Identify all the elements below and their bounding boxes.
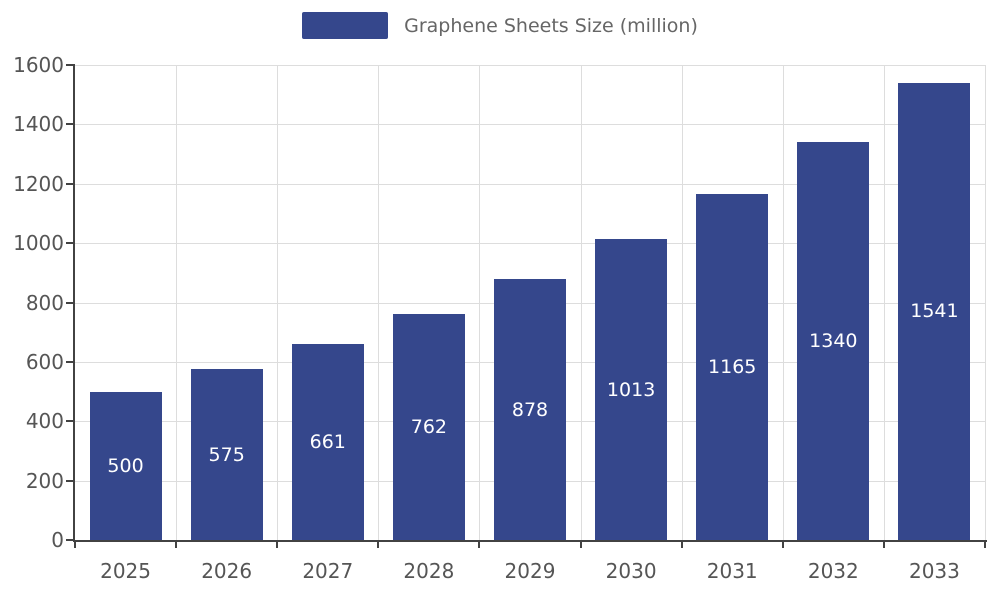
y-tick-label: 1000 [13,231,64,256]
y-tick-mark [66,123,73,126]
gridline-vertical [580,65,582,540]
gridline-vertical [782,65,784,540]
x-tick-mark [175,542,178,548]
gridline-vertical [985,65,986,540]
x-axis-line [73,540,987,542]
bar[interactable]: 1340 [797,142,870,540]
x-tick-label: 2030 [605,559,657,583]
bar-value-label: 1165 [708,356,757,379]
bar[interactable]: 762 [392,313,465,540]
gridline-vertical [277,65,279,540]
y-tick-label: 800 [25,290,64,315]
x-tick-mark [882,542,885,548]
y-tick-mark [66,539,73,541]
bar-value-label: 661 [309,430,346,453]
x-tick-label: 2026 [201,559,253,583]
x-tick-mark [276,542,279,548]
x-tick-mark [377,542,380,548]
y-tick-mark [66,479,73,482]
x-tick-mark [478,542,481,548]
y-tick-mark [66,64,73,66]
y-tick-label: 0 [51,528,64,552]
y-tick-mark [66,301,73,304]
bar-value-label: 500 [107,454,144,477]
y-tick-label: 1600 [13,53,64,77]
x-tick-label: 2029 [504,559,556,583]
gridline-vertical [176,65,178,540]
bar-value-label: 575 [208,443,245,466]
gridline-horizontal [75,243,985,245]
bar[interactable]: 661 [291,343,364,540]
y-axis-line [73,64,75,542]
x-tick-mark [579,542,582,548]
y-tick-mark [66,360,73,363]
gridline-horizontal [75,183,985,185]
x-tick-label: 2027 [302,559,354,583]
bar-value-label: 762 [410,415,448,438]
gridline-vertical [479,65,481,540]
y-tick-label: 1200 [13,171,64,196]
bar-value-label: 1541 [910,300,959,323]
bar[interactable]: 1165 [696,194,769,540]
bar[interactable]: 1013 [595,239,668,540]
y-tick-label: 1400 [13,112,64,137]
y-tick-mark [66,242,73,245]
gridline-vertical [378,65,380,540]
x-tick-label: 2031 [706,559,758,583]
y-tick-label: 600 [25,349,64,374]
bar[interactable]: 1541 [898,82,971,540]
y-tick-label: 200 [25,468,64,493]
legend-label: Graphene Sheets Size (million) [404,14,698,37]
gridline-vertical [883,65,885,540]
x-tick-label: 2032 [807,559,859,583]
y-tick-mark [66,420,73,423]
y-tick-mark [66,182,73,185]
gridline-horizontal [75,124,985,126]
plot-area: 500 575 661 762 878 1013 1165 1340 1541 [75,65,986,540]
legend-swatch [302,12,389,39]
bar[interactable]: 878 [494,279,566,540]
bar[interactable]: 500 [89,391,162,540]
gridline-horizontal [75,65,985,66]
x-tick-mark [781,542,784,548]
x-tick-mark [984,542,986,548]
bar-value-label: 1013 [606,378,656,401]
x-tick-mark [680,542,683,548]
gridline-vertical [681,65,683,540]
x-tick-label: 2033 [908,559,960,583]
bar[interactable]: 575 [190,369,263,540]
legend[interactable]: Graphene Sheets Size (million) [0,12,1000,39]
bar-value-label: 1340 [809,330,858,353]
bar-value-label: 878 [511,398,549,421]
x-tick-mark [74,542,76,548]
x-tick-label: 2028 [403,559,455,583]
x-tick-label: 2025 [100,559,151,583]
y-tick-label: 400 [25,409,64,434]
